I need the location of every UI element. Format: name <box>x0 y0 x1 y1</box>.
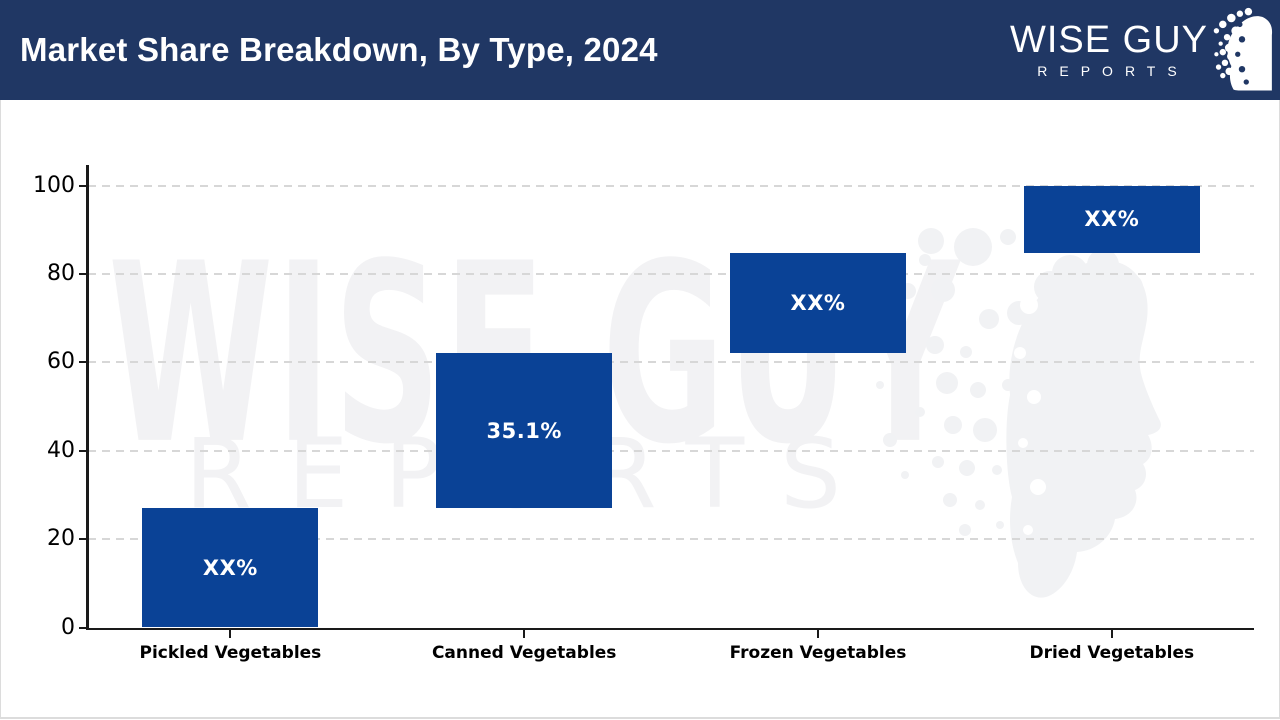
gridline <box>88 184 1254 187</box>
bar-value-label: XX% <box>1084 207 1140 232</box>
plot-area: 0 20 40 60 80 100 XX% Pickled Vegetables 35.1% Ca… <box>0 100 1280 720</box>
logo-wordmark: WISE GUY <box>1009 19 1208 62</box>
y-tick-label: 80 <box>47 260 75 286</box>
x-axis-line <box>86 627 1254 630</box>
wiseguy-logo: WISE GUY REPORTS <box>1010 4 1274 96</box>
bar-value-label: XX% <box>790 290 846 315</box>
y-tick-mark <box>79 184 88 187</box>
y-tick-mark <box>79 272 88 275</box>
y-tick-label: 60 <box>47 349 75 375</box>
gridline <box>88 449 1254 452</box>
wiseguy-face-icon <box>1213 7 1273 91</box>
x-tick-mark <box>229 629 232 638</box>
category-label: Frozen Vegetables <box>729 642 907 663</box>
y-tick-label: 100 <box>33 172 75 198</box>
x-tick-mark <box>523 629 526 638</box>
logo-subtitle: REPORTS <box>1037 62 1189 79</box>
y-axis-line <box>86 165 89 630</box>
category-label: Dried Vegetables <box>1029 642 1195 663</box>
bar-frozen-vegetables: XX% <box>730 252 906 353</box>
gridline <box>88 272 1254 275</box>
y-tick-mark <box>79 626 88 629</box>
logo-text: WISE GUY REPORTS <box>1009 19 1208 79</box>
chart-title: Market Share Breakdown, By Type, 2024 <box>20 31 658 68</box>
category-label: Pickled Vegetables <box>139 642 322 663</box>
header-bar: Market Share Breakdown, By Type, 2024 WI… <box>0 0 1280 100</box>
y-tick-mark <box>79 361 88 364</box>
y-tick-label: 0 <box>61 614 75 640</box>
gridline <box>88 361 1254 364</box>
bar-canned-vegetables: 35.1% <box>436 353 613 509</box>
y-tick-mark <box>79 538 88 541</box>
y-tick-mark <box>79 449 88 452</box>
category-label: Canned Vegetables <box>431 642 617 663</box>
bar-value-label: XX% <box>202 555 258 580</box>
x-tick-mark <box>817 629 819 638</box>
bar-pickled-vegetables: XX% <box>142 508 319 628</box>
bar-value-label: 35.1% <box>486 418 562 443</box>
gridline <box>88 538 1254 541</box>
y-tick-label: 20 <box>47 526 75 552</box>
bar-dried-vegetables: XX% <box>1023 185 1200 253</box>
watermark-face-icon <box>876 228 1161 598</box>
y-tick-label: 40 <box>47 437 75 463</box>
x-tick-mark <box>1110 629 1113 638</box>
